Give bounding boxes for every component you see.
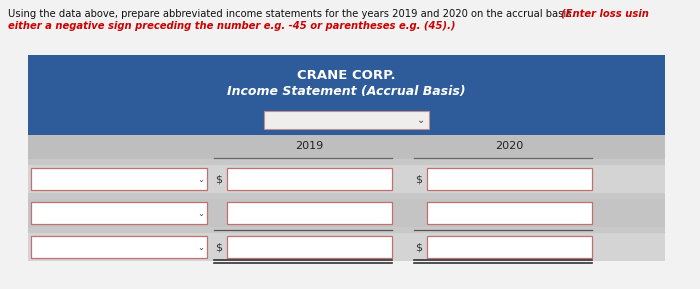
Bar (427, 202, 592, 224)
Text: ⌄: ⌄ (197, 208, 204, 218)
Text: ⌄: ⌄ (197, 175, 204, 184)
Text: ⌄: ⌄ (417, 115, 425, 125)
Bar (227, 168, 392, 190)
Text: $: $ (215, 174, 222, 184)
Bar (427, 236, 592, 258)
Text: either a negative sign preceding the number e.g. -45 or parentheses e.g. (45).): either a negative sign preceding the num… (8, 21, 456, 31)
Bar (31, 202, 207, 224)
Text: 2019: 2019 (295, 141, 323, 151)
Bar (264, 111, 429, 129)
Bar (227, 202, 392, 224)
Text: $: $ (415, 174, 422, 184)
Text: $: $ (415, 242, 422, 252)
Bar (28, 165, 665, 193)
Bar (28, 199, 665, 227)
Bar (227, 236, 392, 258)
Text: (Enter loss usin: (Enter loss usin (561, 9, 649, 19)
Bar (28, 55, 665, 135)
Text: ⌄: ⌄ (197, 242, 204, 251)
Text: Income Statement (Accrual Basis): Income Statement (Accrual Basis) (228, 85, 466, 98)
Bar (427, 168, 592, 190)
Bar (28, 135, 665, 159)
Bar (28, 233, 665, 261)
Text: $: $ (215, 242, 222, 252)
Text: CRANE CORP.: CRANE CORP. (298, 69, 396, 82)
Text: 2020: 2020 (496, 141, 524, 151)
Text: Using the data above, prepare abbreviated income statements for the years 2019 a: Using the data above, prepare abbreviate… (8, 9, 578, 19)
Bar (31, 236, 207, 258)
Bar (28, 135, 665, 239)
Bar (31, 168, 207, 190)
